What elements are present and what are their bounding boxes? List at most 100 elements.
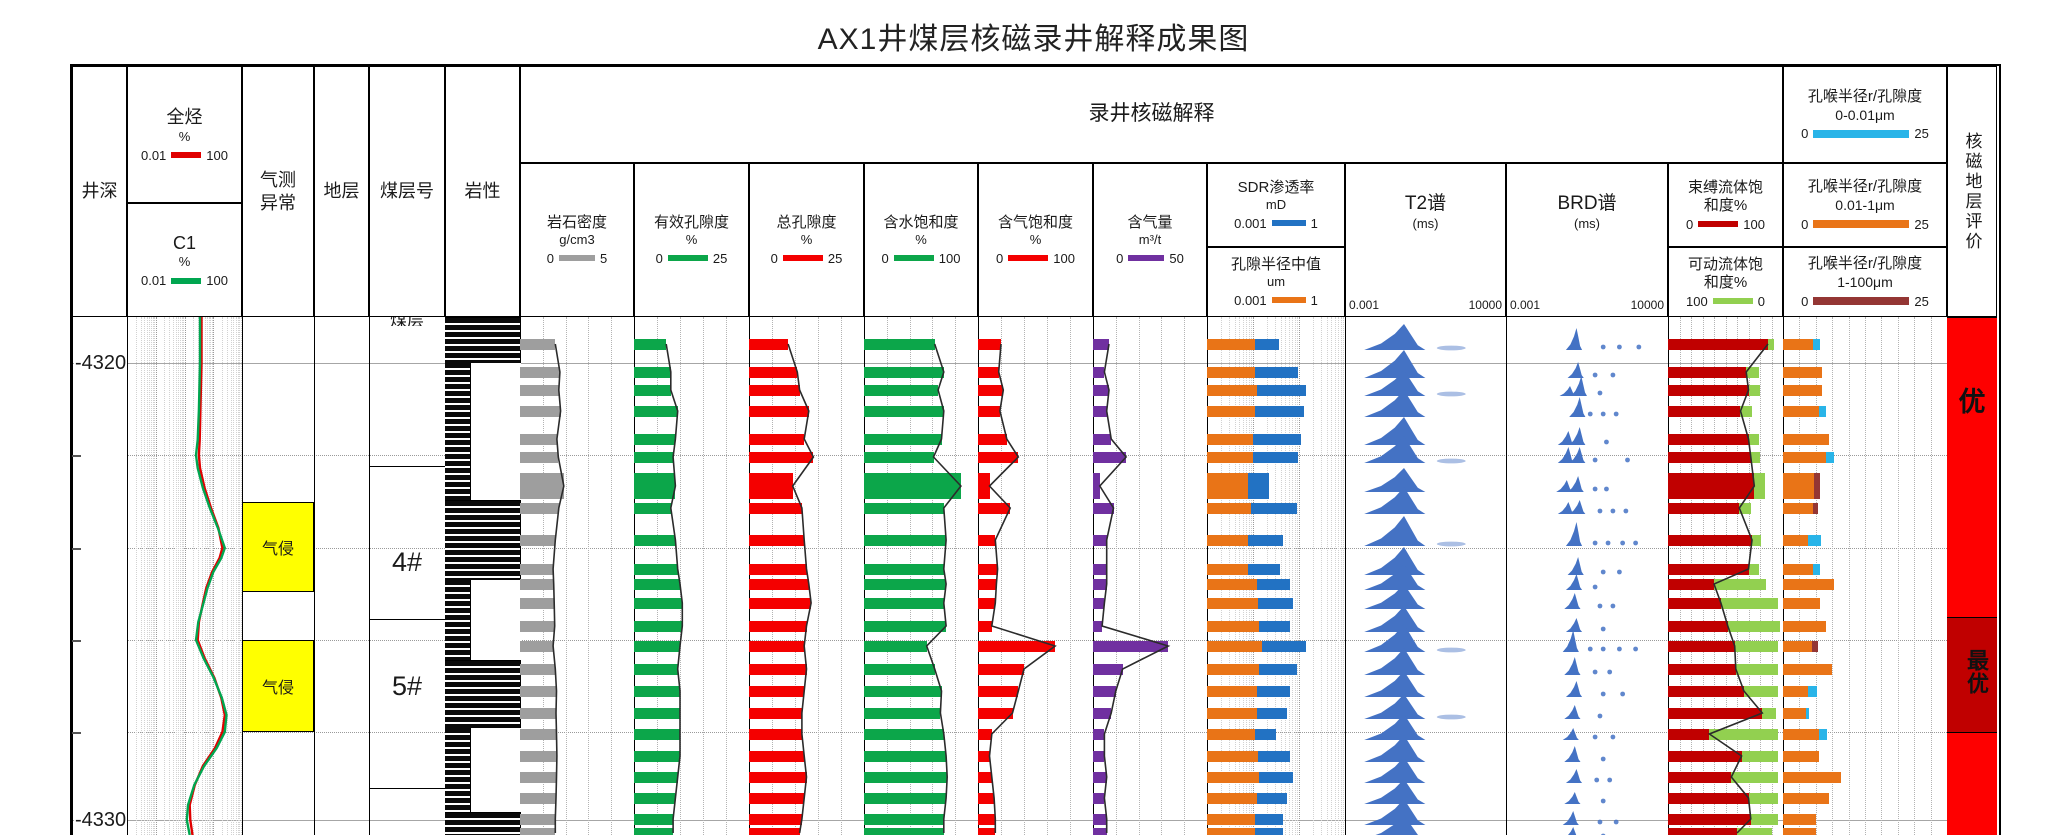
movable-fluid-bar bbox=[1743, 685, 1779, 697]
header-nmr-group: 录井核磁解释 bbox=[520, 66, 1783, 163]
spectrum-peak bbox=[1559, 386, 1576, 396]
spectrum-peak bbox=[1567, 362, 1584, 378]
spectrum-peak bbox=[1556, 480, 1573, 492]
track-gridline bbox=[703, 317, 704, 835]
movable-fluid-bar bbox=[1739, 502, 1751, 514]
movable-fluid-bar bbox=[1750, 813, 1779, 825]
bound-fluid-envelope bbox=[1707, 343, 1769, 834]
spectrum-peak bbox=[1569, 427, 1586, 445]
gas-saturation-bar bbox=[978, 502, 1011, 514]
t2-spectrum-plot bbox=[1364, 324, 1466, 835]
throat-0-0p01um-bar bbox=[1812, 338, 1821, 350]
depth-gridline-10m bbox=[72, 363, 1947, 364]
log-minor-gridline bbox=[237, 317, 239, 835]
lithology-coal bbox=[445, 660, 520, 728]
sdr-permeability-bar bbox=[1255, 338, 1279, 350]
gas-content-bar bbox=[1093, 792, 1105, 804]
nmr-evaluation-label: 核磁地层评价 bbox=[1962, 131, 1982, 252]
sdr-permeability-bar bbox=[1262, 640, 1307, 652]
water-saturation-bar bbox=[864, 338, 935, 350]
density-bar bbox=[520, 685, 557, 697]
scale-min: 0 bbox=[546, 250, 554, 266]
header-gas-anomaly: 气测异常 bbox=[242, 66, 314, 317]
log-minor-gridline bbox=[1245, 317, 1247, 835]
seam-boundary bbox=[369, 788, 445, 789]
evaluation-grade-label: 优 bbox=[1958, 387, 1986, 417]
gas-content-bar bbox=[1093, 534, 1107, 546]
gas-content-bar bbox=[1093, 433, 1112, 445]
movable-fluid-bar bbox=[1751, 534, 1762, 546]
header-track-effpor: 有效孔隙度% 0 25 bbox=[634, 163, 749, 317]
bound-fluid-bar bbox=[1668, 792, 1749, 804]
log-minor-gridline bbox=[1291, 317, 1293, 835]
gas-content-bar bbox=[1093, 451, 1127, 463]
header-pore-radius-median: 孔隙半径中值 um 0.001 1 bbox=[1207, 247, 1345, 317]
column-separator bbox=[1668, 317, 1669, 835]
sdr-permeability-bar bbox=[1255, 366, 1299, 378]
track-gridline bbox=[955, 317, 957, 835]
log-minor-gridline bbox=[144, 317, 146, 835]
bound-fluid-bar bbox=[1668, 827, 1737, 835]
gas-saturation-bar bbox=[978, 813, 996, 825]
pore-radius-median-bar bbox=[1207, 750, 1259, 762]
pore-radius-median-bar bbox=[1207, 663, 1260, 675]
movable-fluid-bar bbox=[1734, 640, 1779, 652]
scale-min: 0 bbox=[881, 250, 889, 266]
density-bar bbox=[520, 338, 556, 350]
gas-content-bar bbox=[1093, 728, 1105, 740]
total-porosity-envelope bbox=[787, 343, 815, 834]
track-gridline bbox=[1848, 317, 1850, 835]
spectrum-peak bbox=[1562, 728, 1579, 740]
log-minor-gridline bbox=[206, 317, 208, 835]
gas-content-bar bbox=[1093, 827, 1107, 835]
density-bar bbox=[520, 813, 556, 825]
bound-fluid-bar bbox=[1668, 405, 1741, 417]
brd-unit: (ms) bbox=[1574, 215, 1600, 231]
density-bar bbox=[520, 707, 557, 719]
track-gridline bbox=[1691, 317, 1692, 835]
throat-0p01-1um-bar bbox=[1783, 640, 1812, 652]
scale-swatch bbox=[171, 152, 202, 159]
track-gridline bbox=[1138, 317, 1140, 835]
throat2-label: 孔喉半径r/孔隙度 bbox=[1807, 178, 1923, 196]
pore-radius-median-unit: um bbox=[1266, 274, 1286, 290]
track-gridline bbox=[1115, 317, 1117, 835]
total-porosity-bar bbox=[749, 433, 805, 445]
scale-swatch bbox=[171, 277, 202, 284]
bound-fluid-bar bbox=[1668, 771, 1732, 783]
gas-saturation-bar bbox=[978, 534, 996, 546]
gas-saturation-envelope bbox=[988, 343, 1057, 833]
bound-fluid-bar bbox=[1668, 502, 1740, 514]
track-gridline bbox=[841, 317, 842, 835]
gas-saturation-bar bbox=[978, 366, 999, 378]
gas-content-bar bbox=[1093, 771, 1107, 783]
total-porosity-bar bbox=[749, 597, 812, 609]
effective-porosity-bar bbox=[634, 502, 671, 514]
water-saturation-bar bbox=[864, 502, 944, 514]
scale-swatch bbox=[1128, 255, 1165, 262]
density-envelope bbox=[552, 343, 565, 833]
nmr-group-label: 录井核磁解释 bbox=[1088, 102, 1215, 126]
c1-label: C1 bbox=[172, 232, 196, 253]
sdr-permeability-bar bbox=[1259, 620, 1290, 632]
sdr-permeability-bar bbox=[1256, 792, 1288, 804]
log-minor-gridline bbox=[204, 317, 206, 835]
total-porosity-bar bbox=[749, 771, 807, 783]
log-minor-gridline bbox=[1288, 317, 1290, 835]
track-gridline bbox=[680, 317, 681, 835]
log-minor-gridline bbox=[1242, 317, 1244, 835]
effective-porosity-bar bbox=[634, 707, 680, 719]
density-bar bbox=[520, 451, 559, 463]
evaluation-block bbox=[1947, 732, 1997, 835]
totpor-label: 总孔隙度 bbox=[776, 214, 837, 232]
totpor-scale: 0 25 bbox=[771, 251, 843, 266]
c1-scale: 0.01 100 bbox=[141, 273, 228, 288]
total-hydrocarbon-unit: % bbox=[178, 128, 191, 144]
log-minor-gridline bbox=[1334, 317, 1336, 835]
log-minor-gridline bbox=[1337, 317, 1339, 835]
spectrum-peak bbox=[1364, 694, 1426, 719]
effpor-scale: 0 25 bbox=[656, 251, 728, 266]
header-seam-number: 煤层号 bbox=[369, 66, 445, 317]
movable-fluid-bar bbox=[1735, 663, 1779, 675]
